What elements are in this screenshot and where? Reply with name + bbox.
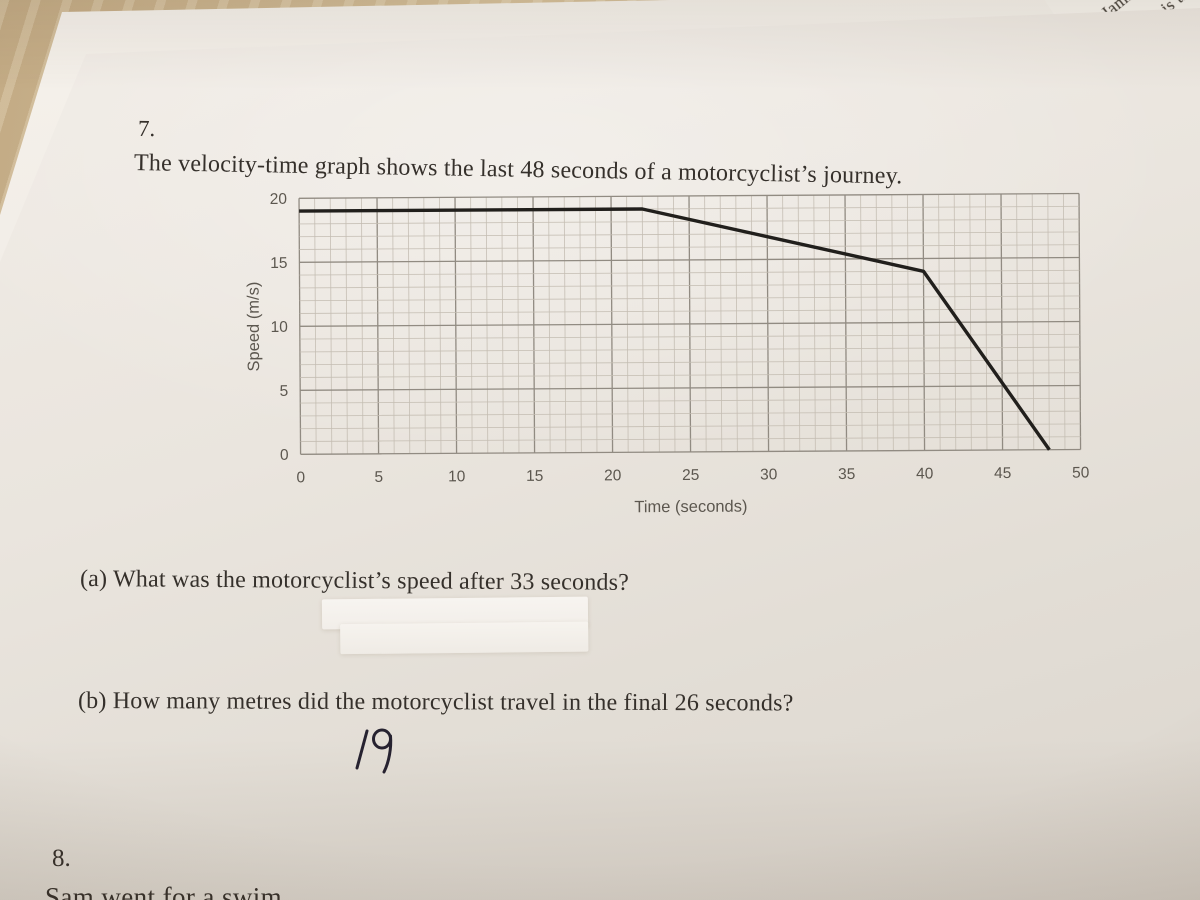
x-tick-label: 30 bbox=[760, 466, 778, 483]
grid-line-horizontal bbox=[299, 244, 1080, 250]
grid-line-horizontal bbox=[300, 436, 1081, 442]
grid-line-horizontal bbox=[300, 410, 1081, 417]
grid-line-horizontal bbox=[300, 448, 1081, 455]
grid-line-horizontal bbox=[300, 372, 1081, 378]
handwritten-answer bbox=[355, 728, 393, 774]
x-tick-label: 35 bbox=[838, 466, 855, 483]
grid-line-horizontal bbox=[299, 269, 1080, 276]
grid-line-horizontal bbox=[299, 282, 1080, 289]
grid-line-horizontal bbox=[299, 333, 1080, 340]
x-tick-label: 50 bbox=[1072, 464, 1090, 481]
y-tick-label: 10 bbox=[271, 319, 289, 336]
grid-line-horizontal bbox=[300, 423, 1081, 430]
speed-curve bbox=[299, 207, 1051, 451]
question-8-text-cutoff: Sam went for a swim bbox=[45, 882, 283, 900]
velocity-time-graph: 0 5 10 15 20 25 30 35 40 45 50 0 5 10 15 20 Time (second… bbox=[244, 175, 1106, 540]
y-tick-label: 5 bbox=[280, 383, 289, 400]
question-7a-text: (a) What was the motorcyclist’s speed af… bbox=[79, 566, 630, 596]
x-tick-label: 10 bbox=[448, 468, 466, 485]
grid-line-horizontal bbox=[299, 320, 1080, 327]
grid-line-horizontal bbox=[299, 346, 1080, 353]
x-tick-label: 0 bbox=[296, 469, 305, 486]
question-8-number: 8. bbox=[52, 845, 71, 872]
grid-line-horizontal bbox=[300, 359, 1081, 366]
grid-line-horizontal bbox=[299, 256, 1080, 263]
velocity-time-graph-svg: 0 5 10 15 20 25 30 35 40 45 50 0 5 10 15 20 Time (second… bbox=[245, 191, 1090, 517]
x-tick-label: 15 bbox=[526, 468, 543, 485]
x-tick-label: 40 bbox=[916, 465, 934, 482]
grid-line-horizontal bbox=[299, 218, 1080, 225]
question-7b-text: (b) How many metres did the motorcyclist… bbox=[77, 688, 794, 717]
y-tick-label: 20 bbox=[270, 191, 288, 208]
question-7-number: 7. bbox=[137, 115, 156, 142]
grid-line-horizontal bbox=[299, 295, 1080, 302]
handwritten-digit-9-loop bbox=[372, 728, 392, 750]
y-tick-label: 0 bbox=[280, 447, 289, 464]
grid-line-vertical bbox=[1078, 193, 1082, 450]
grid-line-horizontal bbox=[299, 192, 1080, 199]
correction-tape-strip bbox=[340, 621, 589, 655]
grid-line-horizontal bbox=[299, 231, 1080, 238]
correction-tape bbox=[321, 596, 589, 655]
x-tick-label: 5 bbox=[374, 469, 383, 486]
handwritten-digit-9-tail bbox=[382, 734, 393, 774]
x-tick-label: 20 bbox=[604, 467, 622, 484]
y-axis-title: Speed (m/s) bbox=[245, 282, 264, 372]
x-tick-label: 25 bbox=[682, 467, 699, 484]
grid-line-horizontal bbox=[300, 384, 1081, 391]
x-axis-title: Time (seconds) bbox=[634, 498, 747, 517]
grid-line-horizontal bbox=[300, 397, 1081, 404]
x-tick-label: 45 bbox=[994, 465, 1011, 482]
y-tick-label: 15 bbox=[270, 255, 287, 272]
handwritten-digit-1 bbox=[355, 729, 369, 770]
